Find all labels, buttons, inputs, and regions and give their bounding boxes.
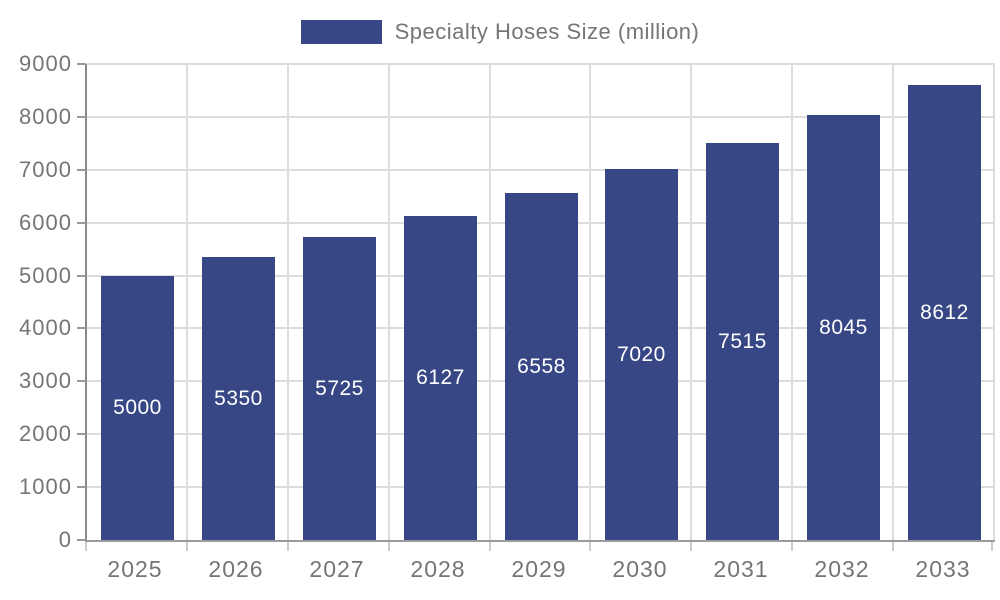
- x-axis-category-label: 2033: [915, 556, 971, 582]
- bar-2025: 5000: [101, 276, 174, 540]
- y-axis-tick: [77, 169, 86, 171]
- bar-value-label: 7020: [617, 342, 666, 366]
- x-axis-category-label: 2032: [814, 556, 870, 582]
- x-axis-category-label: 2026: [208, 556, 264, 582]
- x-axis-tick: [489, 542, 491, 551]
- y-axis-tick-label: 2000: [19, 421, 72, 446]
- bar-2030: 7020: [605, 169, 678, 540]
- x-axis-tick: [892, 542, 894, 551]
- x-axis-category-label: 2031: [713, 556, 769, 582]
- y-axis-tick: [77, 433, 86, 435]
- gridline-horizontal: [87, 63, 995, 65]
- gridline-horizontal: [87, 116, 995, 118]
- gridline-vertical: [388, 64, 390, 540]
- y-axis-tick: [77, 63, 86, 65]
- x-axis-category-label: 2030: [612, 556, 668, 582]
- y-axis-tick-label: 1000: [19, 474, 72, 499]
- bar-2028: 6127: [404, 216, 477, 540]
- x-axis-tick: [791, 542, 793, 551]
- y-axis-tick: [77, 222, 86, 224]
- bar-value-label: 5000: [113, 396, 162, 419]
- bar-2032: 8045: [807, 115, 880, 540]
- plot-area: 5000 5350 5725 6127 6558 7020 7515 8045 8612: [85, 63, 995, 542]
- y-axis-tick-label: 8000: [19, 104, 72, 129]
- y-axis-tick-label: 5000: [19, 263, 72, 288]
- bar-2029: 6558: [505, 193, 578, 540]
- gridline-vertical: [791, 64, 793, 540]
- y-axis-tick: [77, 539, 86, 541]
- bar-value-label: 8612: [920, 300, 969, 324]
- legend-label: Specialty Hoses Size (million): [394, 19, 700, 44]
- y-axis-tick: [77, 275, 86, 277]
- x-axis-tick: [186, 542, 188, 551]
- x-axis-tick: [287, 542, 289, 551]
- gridline-vertical: [993, 64, 995, 540]
- bar-value-label: 8045: [819, 315, 868, 339]
- y-axis-tick-label: 3000: [19, 368, 72, 393]
- x-axis-category-label: 2029: [511, 556, 567, 582]
- y-axis-tick-label: 9000: [19, 51, 72, 76]
- legend[interactable]: Specialty Hoses Size (million): [0, 12, 1000, 52]
- gridline-horizontal: [87, 169, 995, 171]
- x-axis-category-label: 2025: [107, 556, 163, 582]
- bar-2033: 8612: [908, 85, 981, 540]
- bar-2027: 5725: [303, 237, 376, 540]
- x-axis-tick: [690, 542, 692, 551]
- y-axis-tick: [77, 116, 86, 118]
- gridline-vertical: [892, 64, 894, 540]
- bar-2026: 5350: [202, 257, 275, 540]
- y-axis-tick: [77, 327, 86, 329]
- y-axis-tick-label: 7000: [19, 157, 72, 182]
- bar-2031: 7515: [706, 143, 779, 540]
- y-axis-tick-label: 4000: [19, 315, 72, 340]
- bar-value-label: 5725: [315, 376, 364, 400]
- bar-value-label: 6558: [517, 354, 566, 378]
- x-axis-category-label: 2027: [309, 556, 365, 582]
- bar-value-label: 6127: [416, 366, 465, 389]
- gridline-vertical: [287, 64, 289, 540]
- gridline-vertical: [589, 64, 591, 540]
- y-axis-tick-label: 6000: [19, 210, 72, 235]
- x-axis-tick: [388, 542, 390, 551]
- gridline-vertical: [489, 64, 491, 540]
- gridline-vertical: [186, 64, 188, 540]
- bar-value-label: 7515: [718, 329, 767, 353]
- y-axis-tick: [77, 380, 86, 382]
- bar-value-label: 5350: [214, 386, 263, 410]
- gridline-vertical: [690, 64, 692, 540]
- legend-swatch: [300, 20, 382, 44]
- x-axis-tick: [991, 542, 993, 551]
- x-axis-category-label: 2028: [410, 556, 466, 582]
- x-axis-tick: [589, 542, 591, 551]
- y-axis-tick-label: 0: [58, 527, 72, 552]
- y-axis-tick: [77, 486, 86, 488]
- x-axis-tick: [85, 542, 87, 551]
